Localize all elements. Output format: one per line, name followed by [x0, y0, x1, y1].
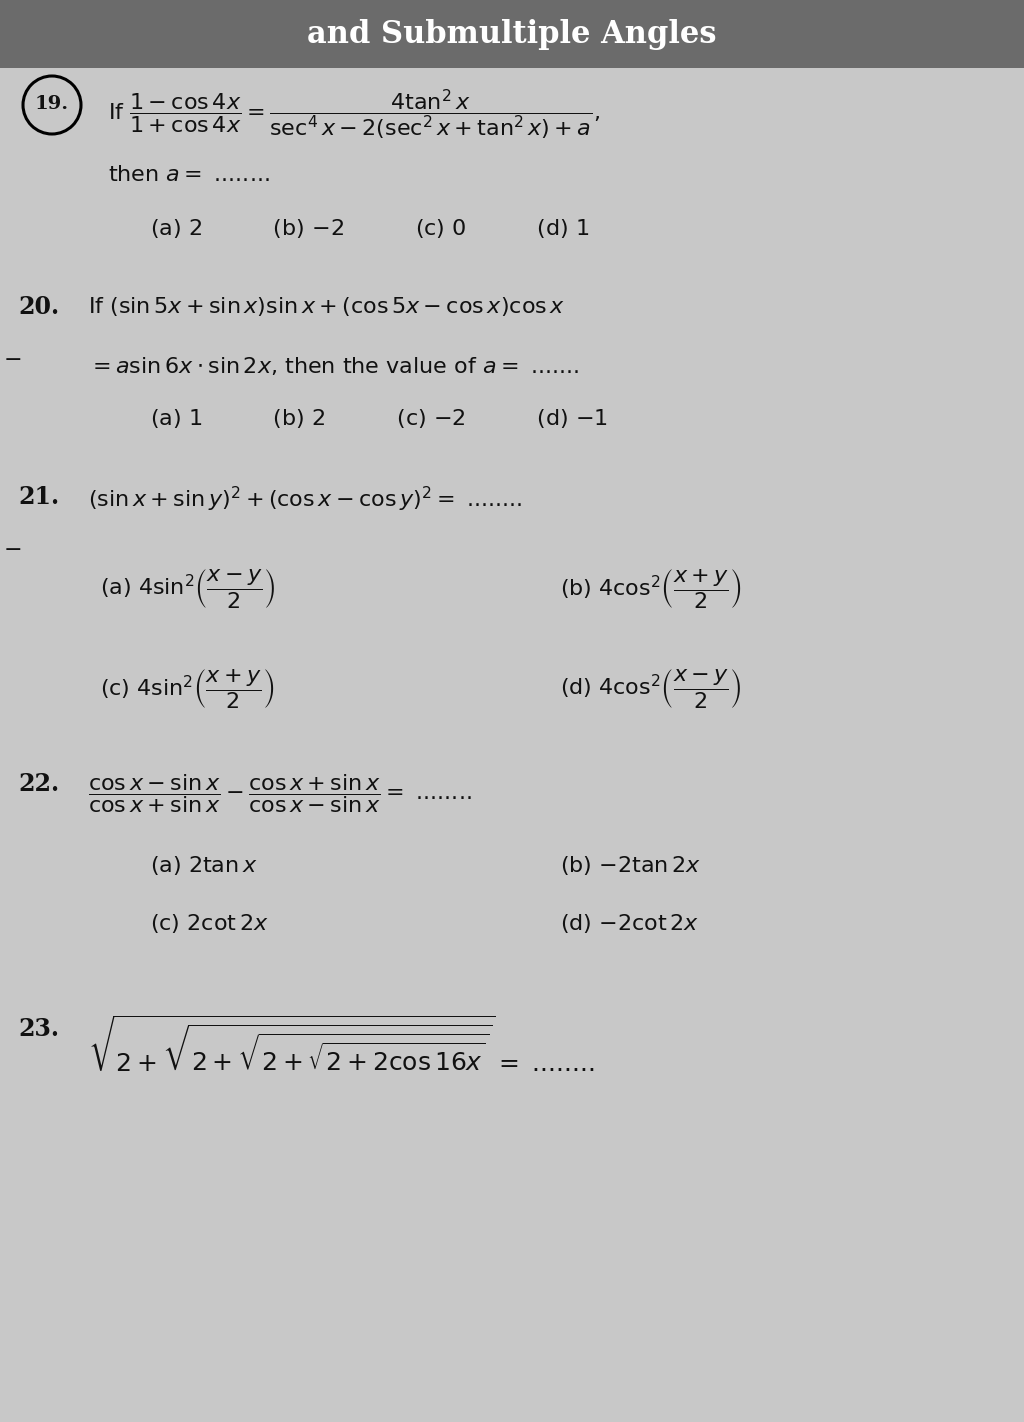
Text: 23.: 23.	[18, 1017, 59, 1041]
Text: 20.: 20.	[18, 294, 59, 319]
Text: (b) $4\cos^2\!\left(\dfrac{x+y}{2}\right)$: (b) $4\cos^2\!\left(\dfrac{x+y}{2}\right…	[560, 567, 741, 611]
Text: (d) $4\cos^2\!\left(\dfrac{x-y}{2}\right)$: (d) $4\cos^2\!\left(\dfrac{x-y}{2}\right…	[560, 667, 741, 710]
Text: $= a\sin 6x \cdot \sin 2x$, then the value of $a =$ .......: $= a\sin 6x \cdot \sin 2x$, then the val…	[88, 356, 580, 377]
Text: (a) 1          (b) 2          (c) $-2$          (d) $-1$: (a) 1 (b) 2 (c) $-2$ (d) $-1$	[150, 407, 608, 429]
Text: $-$: $-$	[3, 538, 22, 559]
Text: $\dfrac{\cos x - \sin x}{\cos x + \sin x} - \dfrac{\cos x + \sin x}{\cos x - \si: $\dfrac{\cos x - \sin x}{\cos x + \sin x…	[88, 772, 472, 815]
Text: If $(\sin 5x + \sin x)\sin x + (\cos 5x - \cos x)\cos x$: If $(\sin 5x + \sin x)\sin x + (\cos 5x …	[88, 294, 565, 319]
Text: $\sqrt{2 + \sqrt{2 + \sqrt{2 + \sqrt{2 + 2\cos 16x}}}} =$ ........: $\sqrt{2 + \sqrt{2 + \sqrt{2 + \sqrt{2 +…	[88, 1017, 595, 1078]
Text: (c) $2\cot 2x$: (c) $2\cot 2x$	[150, 912, 268, 936]
Text: (b) $-2\tan 2x$: (b) $-2\tan 2x$	[560, 855, 701, 877]
FancyBboxPatch shape	[0, 0, 1024, 68]
Text: $-$: $-$	[3, 347, 22, 368]
Text: 21.: 21.	[18, 485, 59, 509]
Text: (a) $4\sin^2\!\left(\dfrac{x-y}{2}\right)$: (a) $4\sin^2\!\left(\dfrac{x-y}{2}\right…	[100, 567, 275, 610]
Text: (a) 2          (b) $-2$          (c) 0          (d) 1: (a) 2 (b) $-2$ (c) 0 (d) 1	[150, 218, 589, 240]
Text: and Submultiple Angles: and Submultiple Angles	[307, 18, 717, 50]
Text: (c) $4\sin^2\!\left(\dfrac{x+y}{2}\right)$: (c) $4\sin^2\!\left(\dfrac{x+y}{2}\right…	[100, 667, 274, 711]
Text: $(\sin x + \sin y)^2 + (\cos x - \cos y)^2 =$ ........: $(\sin x + \sin y)^2 + (\cos x - \cos y)…	[88, 485, 522, 515]
Text: 22.: 22.	[18, 772, 59, 796]
Text: If $\dfrac{1-\cos 4x}{1+\cos 4x} = \dfrac{4\tan^2 x}{\sec^4 x - 2(\sec^2 x + \ta: If $\dfrac{1-\cos 4x}{1+\cos 4x} = \dfra…	[108, 87, 600, 142]
Text: (d) $-2\cot 2x$: (d) $-2\cot 2x$	[560, 912, 699, 936]
Text: then $a =$ ........: then $a =$ ........	[108, 165, 270, 185]
Text: 19.: 19.	[35, 95, 69, 112]
Text: (a) $2\tan x$: (a) $2\tan x$	[150, 855, 258, 877]
